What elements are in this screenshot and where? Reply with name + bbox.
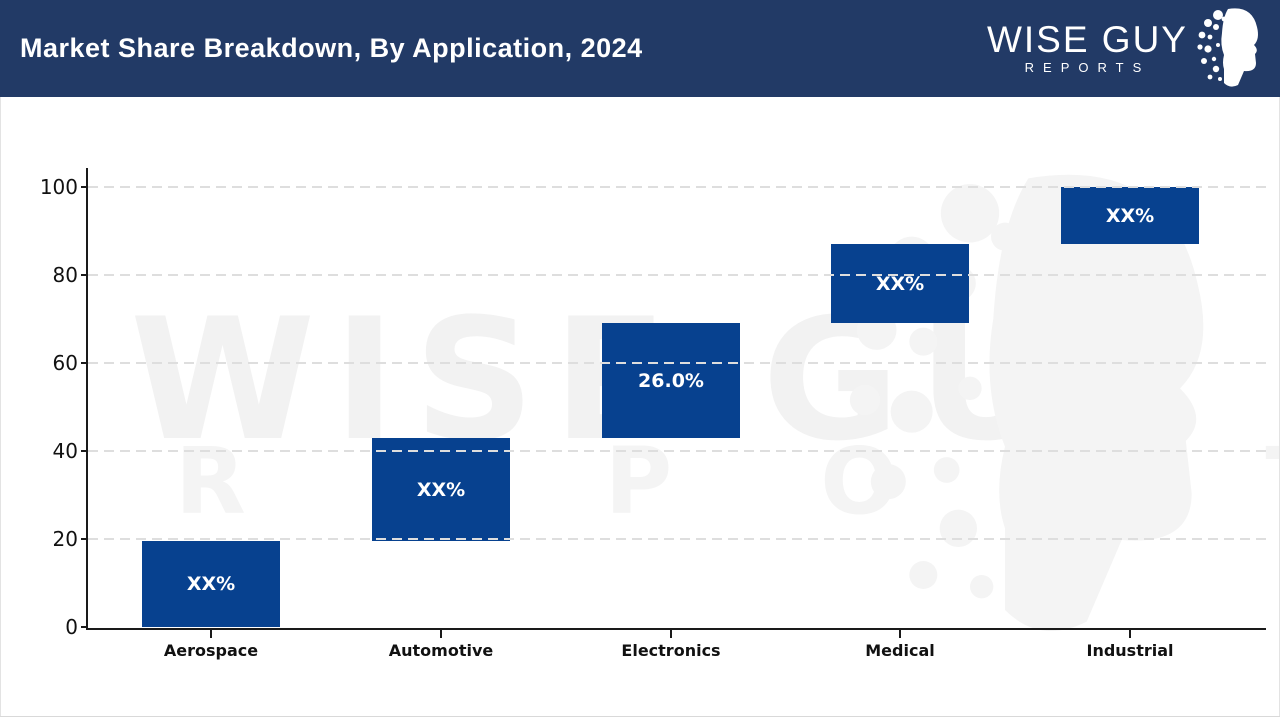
x-tick-label-industrial: Industrial (1086, 641, 1174, 660)
y-tick-20 (81, 538, 88, 540)
y-tick-label-60: 60 (52, 351, 78, 375)
x-tick-electronics (670, 630, 672, 638)
y-tick-80 (81, 274, 88, 276)
brand-logo: WISE GUY REPORTS (987, 5, 1280, 93)
header-bar: Market Share Breakdown, By Application, … (0, 0, 1280, 97)
y-axis-line (86, 168, 88, 630)
x-tick-label-electronics: Electronics (621, 641, 721, 660)
y-tick-60 (81, 362, 88, 364)
bar-value-label: XX% (1105, 204, 1155, 227)
x-tick-automotive (440, 630, 442, 638)
bar-value-label: XX% (875, 272, 925, 295)
y-tick-label-20: 20 (52, 527, 78, 551)
canvas-border-bottom (0, 716, 1280, 717)
gridline-40 (88, 450, 1266, 452)
bar-value-label: 26.0% (638, 369, 704, 392)
y-tick-label-100: 100 (39, 175, 78, 199)
bar-automotive (372, 437, 510, 542)
y-tick-40 (81, 450, 88, 452)
y-tick-100 (81, 186, 88, 188)
x-tick-aerospace (210, 630, 212, 638)
gridline-60 (88, 362, 1266, 364)
y-tick-0 (81, 626, 88, 628)
brand-logo-text: WISE GUY REPORTS (986, 19, 1188, 75)
gridline-100 (88, 186, 1266, 188)
brand-subname: REPORTS (1024, 60, 1151, 75)
gridline-20 (88, 538, 1266, 540)
x-axis-line (86, 628, 1266, 630)
y-tick-label-40: 40 (52, 439, 78, 463)
x-tick-industrial (1129, 630, 1131, 638)
y-tick-label-80: 80 (52, 263, 78, 287)
x-tick-label-medical: Medical (865, 641, 935, 660)
canvas-border-left (0, 97, 1, 716)
y-tick-label-0: 0 (65, 615, 78, 639)
x-tick-medical (899, 630, 901, 638)
page-title: Market Share Breakdown, By Application, … (20, 33, 643, 63)
bar-aerospace (142, 541, 280, 627)
x-tick-label-automotive: Automotive (388, 641, 494, 660)
dotted-head-profile-icon (1194, 5, 1266, 93)
gridline-80 (88, 274, 1266, 276)
bar-value-label: XX% (186, 573, 236, 596)
bar-industrial (1061, 187, 1199, 245)
bar-medical (831, 244, 969, 324)
bar-electronics (602, 323, 740, 438)
bar-value-label: XX% (416, 478, 466, 501)
x-tick-label-aerospace: Aerospace (163, 641, 259, 660)
brand-name: WISE GUY (986, 19, 1188, 60)
